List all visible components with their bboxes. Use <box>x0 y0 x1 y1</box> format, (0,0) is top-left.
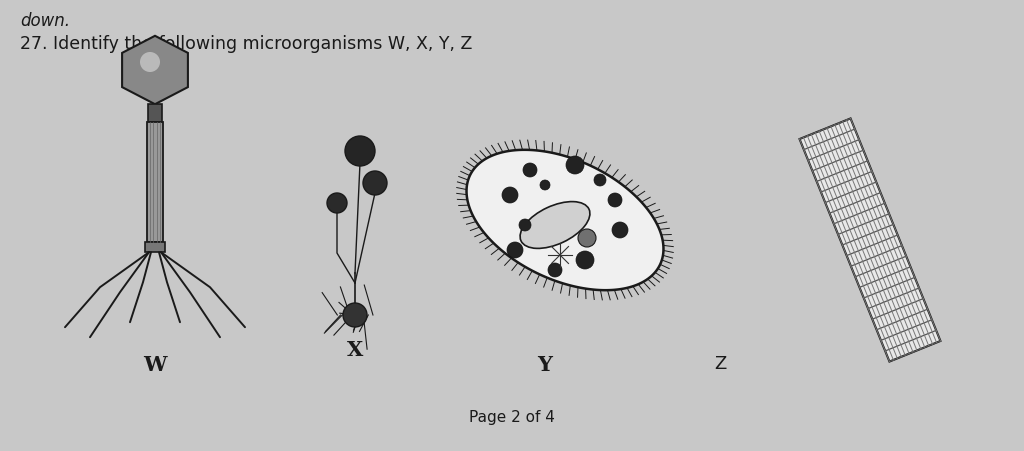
Circle shape <box>327 193 347 213</box>
Text: Y: Y <box>538 355 553 375</box>
Text: W: W <box>143 355 167 375</box>
Text: Page 2 of 4: Page 2 of 4 <box>469 410 555 425</box>
Polygon shape <box>147 122 163 242</box>
Polygon shape <box>467 150 664 290</box>
Circle shape <box>140 52 160 72</box>
Circle shape <box>575 251 594 269</box>
Polygon shape <box>148 104 162 122</box>
Text: X: X <box>347 340 364 360</box>
Circle shape <box>578 229 596 247</box>
Circle shape <box>345 136 375 166</box>
Circle shape <box>540 180 550 190</box>
Polygon shape <box>145 242 165 252</box>
Circle shape <box>343 303 367 327</box>
Ellipse shape <box>520 202 590 249</box>
Polygon shape <box>122 36 188 104</box>
Text: 27. Identify the following microorganisms W, X, Y, Z: 27. Identify the following microorganism… <box>20 35 472 53</box>
Circle shape <box>594 174 606 186</box>
Circle shape <box>507 242 523 258</box>
Circle shape <box>502 187 518 203</box>
Circle shape <box>523 163 537 177</box>
Circle shape <box>519 219 531 231</box>
Polygon shape <box>800 119 940 362</box>
Circle shape <box>612 222 628 238</box>
Text: down.: down. <box>20 12 70 30</box>
Circle shape <box>608 193 622 207</box>
Circle shape <box>362 171 387 195</box>
Circle shape <box>566 156 584 174</box>
Text: Z: Z <box>714 355 726 373</box>
Circle shape <box>548 263 562 277</box>
